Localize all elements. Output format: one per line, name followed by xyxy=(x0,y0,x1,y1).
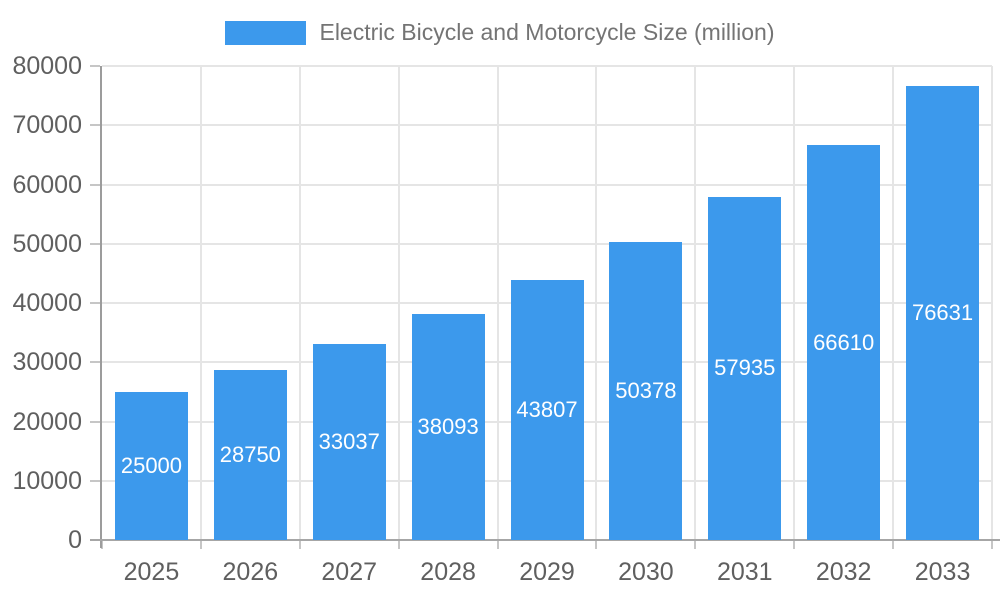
bar-value-label: 66610 xyxy=(813,329,875,355)
bar-value-label: 43807 xyxy=(516,397,578,423)
gridline-horizontal xyxy=(102,183,992,186)
gridline-vertical xyxy=(397,66,400,540)
bar[interactable]: 57935 xyxy=(708,196,782,540)
legend-item[interactable]: Electric Bicycle and Motorcycle Size (mi… xyxy=(225,19,775,46)
x-axis-line xyxy=(90,539,1000,541)
x-axis-tick xyxy=(298,541,301,549)
y-axis-tick xyxy=(90,420,100,423)
x-axis-tick xyxy=(397,541,400,549)
y-axis-label: 60000 xyxy=(12,170,82,199)
bar-value-label: 25000 xyxy=(120,452,183,478)
gridline-vertical xyxy=(199,66,202,540)
y-axis-tick xyxy=(90,65,100,67)
x-axis-tick xyxy=(199,541,202,549)
x-axis-tick xyxy=(892,541,895,549)
bar-value-label: 57935 xyxy=(714,355,776,381)
gridline-horizontal xyxy=(102,65,992,67)
y-axis-label: 0 xyxy=(68,526,82,554)
y-axis-tick xyxy=(90,302,100,304)
y-axis-line xyxy=(100,66,102,548)
x-axis-tick xyxy=(101,541,103,549)
bar[interactable]: 28750 xyxy=(213,369,287,540)
gridline-vertical xyxy=(595,66,598,540)
bar[interactable]: 38093 xyxy=(411,314,485,540)
y-axis-tick xyxy=(90,124,100,127)
gridline-vertical xyxy=(892,66,895,540)
y-axis-tick xyxy=(90,242,100,245)
y-axis-label: 40000 xyxy=(12,289,82,317)
legend-swatch-icon xyxy=(225,20,307,45)
y-axis-tick xyxy=(90,361,100,364)
bar-value-label: 50378 xyxy=(615,377,677,403)
bar-value-label: 33037 xyxy=(318,429,380,455)
bar-value-label: 76631 xyxy=(911,299,974,325)
x-axis-label: 2031 xyxy=(716,558,773,586)
y-axis-label: 70000 xyxy=(12,111,82,140)
y-axis-label: 10000 xyxy=(12,466,82,495)
x-axis-tick xyxy=(991,541,993,549)
y-axis-tick xyxy=(90,479,100,482)
bar-value-label: 28750 xyxy=(219,441,281,467)
x-axis-label: 2025 xyxy=(123,558,180,586)
gridline-horizontal xyxy=(102,124,992,127)
y-axis-tick xyxy=(90,183,100,186)
bar[interactable]: 66610 xyxy=(807,145,881,540)
x-axis-label: 2026 xyxy=(222,558,279,586)
x-axis-label: 2033 xyxy=(914,558,971,586)
y-axis-label: 20000 xyxy=(12,407,82,436)
x-axis-label: 2028 xyxy=(420,558,476,586)
x-axis-label: 2030 xyxy=(618,558,674,586)
bar[interactable]: 25000 xyxy=(114,391,188,540)
x-axis-label: 2029 xyxy=(519,558,575,586)
gridline-vertical xyxy=(496,66,499,540)
gridline-vertical xyxy=(793,66,796,540)
bar-value-label: 38093 xyxy=(417,414,479,440)
y-axis-label: 30000 xyxy=(12,348,82,377)
x-axis-label: 2027 xyxy=(321,558,378,586)
legend: Electric Bicycle and Motorcycle Size (mi… xyxy=(0,19,1000,46)
gridline-vertical xyxy=(991,66,993,540)
x-axis-tick xyxy=(793,541,796,549)
gridline-vertical xyxy=(694,66,697,540)
y-axis-label: 50000 xyxy=(12,229,82,258)
gridline-vertical xyxy=(298,66,301,540)
y-axis-label: 80000 xyxy=(12,52,82,80)
bar[interactable]: 33037 xyxy=(312,344,386,540)
gridline-horizontal xyxy=(102,242,992,245)
bar[interactable]: 76631 xyxy=(906,85,980,540)
bar[interactable]: 50378 xyxy=(609,241,683,540)
bar[interactable]: 43807 xyxy=(510,280,584,540)
x-axis-label: 2032 xyxy=(815,558,872,586)
legend-series-label: Electric Bicycle and Motorcycle Size (mi… xyxy=(319,19,775,45)
x-axis-tick xyxy=(496,541,499,549)
x-axis-tick xyxy=(694,541,697,549)
x-axis-tick xyxy=(595,541,598,549)
